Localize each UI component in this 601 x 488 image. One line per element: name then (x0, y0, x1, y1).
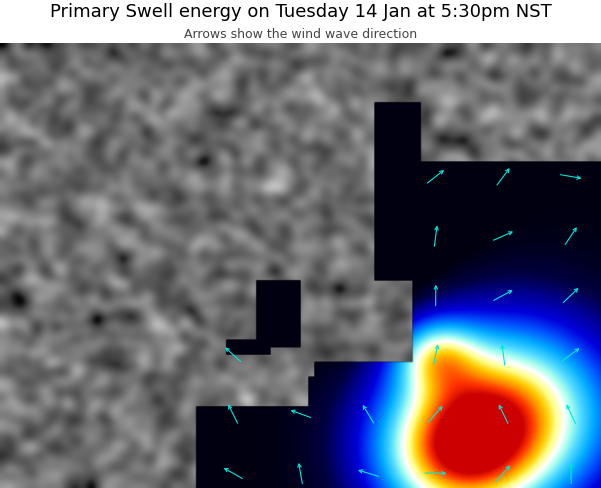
Text: Arrows show the wind wave direction: Arrows show the wind wave direction (184, 28, 417, 41)
Text: Primary Swell energy on Tuesday 14 Jan at 5:30pm NST: Primary Swell energy on Tuesday 14 Jan a… (50, 3, 551, 21)
